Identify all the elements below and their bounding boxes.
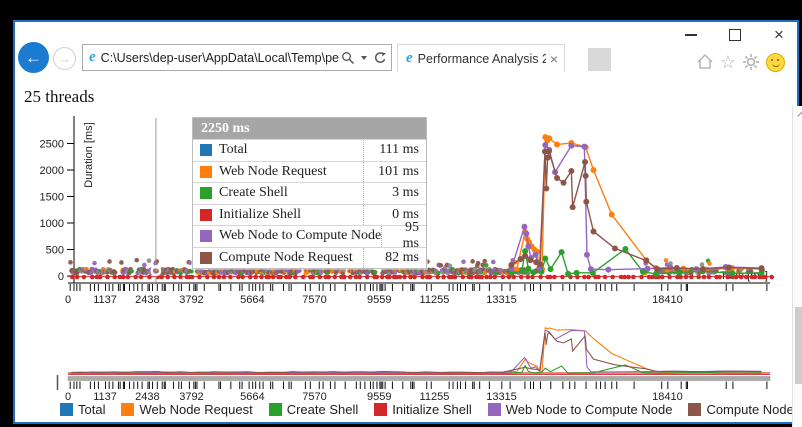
tooltip-row: Create Shell 3 ms	[193, 182, 426, 204]
address-input[interactable]: C:\Users\dep-user\AppData\Local\Temp\per	[100, 50, 339, 65]
new-tab-button[interactable]	[588, 48, 611, 71]
forward-button[interactable]: →	[53, 47, 76, 70]
chart-tooltip: 2250 ms Total 111 ms Web Node Request 101 …	[192, 117, 427, 269]
chart-legend: Total Web Node Request Create Shell Init…	[60, 402, 802, 417]
legend-item: Web Node Request	[121, 402, 253, 417]
tab-performance-analysis[interactable]: e Performance Analysis 2016-... ×	[397, 44, 565, 72]
scrollbar-thumb[interactable]	[795, 307, 802, 384]
back-button[interactable]: ←	[18, 42, 49, 73]
tooltip-row: Total 111 ms	[193, 139, 426, 161]
series-swatch	[200, 165, 212, 178]
series-swatch	[60, 403, 73, 416]
vertical-scrollbar[interactable]	[792, 106, 802, 427]
search-icon[interactable]	[341, 51, 355, 65]
series-swatch	[200, 144, 212, 157]
series-swatch	[487, 403, 501, 416]
tab-close-icon[interactable]: ×	[549, 50, 558, 67]
scroll-up-button[interactable]	[793, 106, 802, 122]
tooltip-row: Web Node Request 101 ms	[193, 160, 426, 182]
series-swatch	[121, 403, 135, 416]
ie-favicon: e	[89, 49, 96, 65]
series-swatch	[200, 230, 212, 243]
minimize-button[interactable]	[683, 27, 699, 43]
tooltip-row: Web Node to Compute Node 95 ms	[193, 220, 426, 251]
tooltip-row: Initialize Shell 0 ms	[193, 203, 426, 225]
window-titlebar[interactable]: ×	[15, 22, 797, 44]
series-swatch	[268, 403, 282, 416]
legend-item: Initialize Shell	[374, 402, 472, 417]
favorites-star-icon[interactable]: ☆	[719, 52, 736, 72]
address-bar[interactable]: e C:\Users\dep-user\AppData\Local\Temp\p…	[82, 44, 392, 71]
series-swatch	[200, 208, 212, 221]
series-swatch	[374, 403, 388, 416]
chevron-up-icon	[796, 110, 802, 122]
legend-item: Web Node to Compute Node	[487, 402, 672, 417]
close-button[interactable]: ×	[774, 25, 784, 44]
tab-title: Performance Analysis 2016-...	[417, 51, 546, 66]
tooltip-row: Compute Node Request 82 ms	[193, 246, 426, 268]
legend-item: Create Shell	[268, 402, 358, 417]
address-dropdown-icon[interactable]	[361, 55, 367, 60]
settings-gear-icon[interactable]	[741, 52, 761, 72]
feedback-smiley-icon[interactable]	[766, 52, 785, 72]
series-swatch	[688, 403, 702, 416]
refresh-icon[interactable]	[373, 51, 387, 65]
series-swatch	[200, 251, 212, 264]
legend-item: Total	[60, 402, 105, 417]
series-swatch	[200, 187, 212, 200]
forward-arrow-icon: →	[58, 51, 71, 66]
tooltip-time-header: 2250 ms	[193, 118, 426, 139]
home-icon[interactable]	[695, 52, 715, 72]
page-title: 25 threads	[24, 87, 95, 106]
back-arrow-icon: ←	[25, 47, 42, 67]
legend-item: Compute Node Request	[688, 402, 802, 417]
maximize-button[interactable]	[727, 27, 743, 43]
tab-favicon: e	[406, 50, 413, 66]
